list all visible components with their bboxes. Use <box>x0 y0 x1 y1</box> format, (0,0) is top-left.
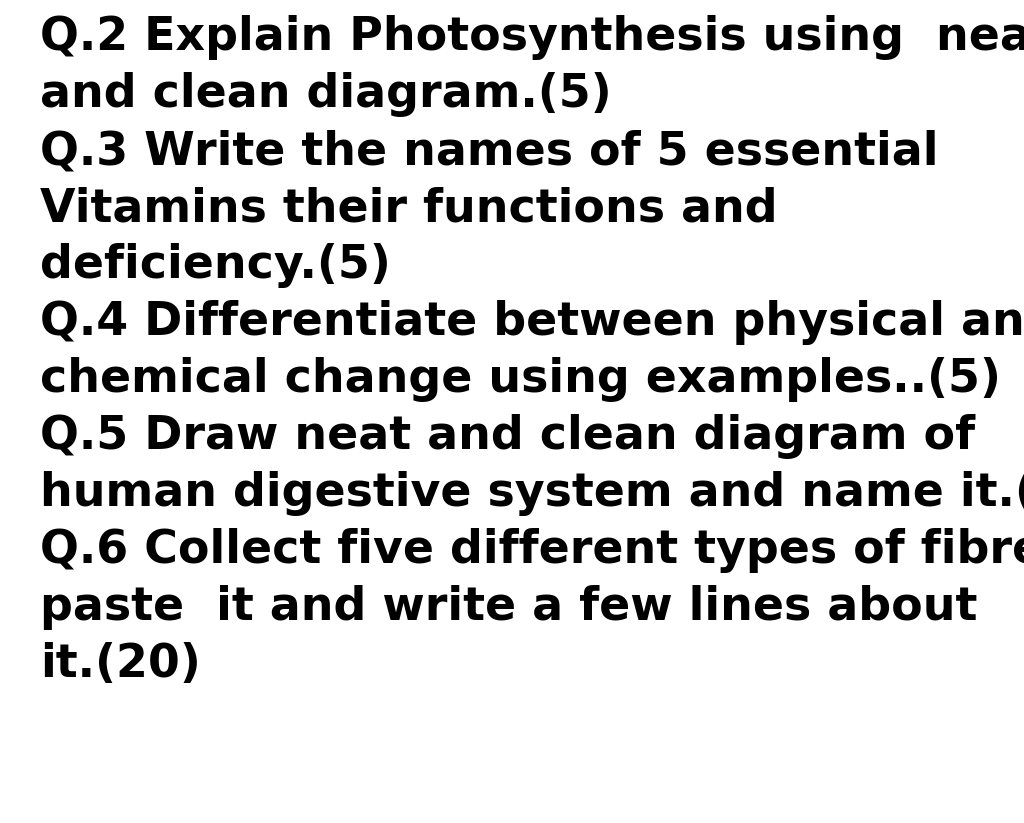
Text: Q.2 Explain Photosynthesis using  neat: Q.2 Explain Photosynthesis using neat <box>40 15 1024 60</box>
Text: deficiency.(5): deficiency.(5) <box>40 243 391 288</box>
Text: human digestive system and name it.(5): human digestive system and name it.(5) <box>40 471 1024 516</box>
Text: Q.4 Differentiate between physical and: Q.4 Differentiate between physical and <box>40 300 1024 345</box>
Text: Q.3 Write the names of 5 essential: Q.3 Write the names of 5 essential <box>40 129 939 174</box>
Text: Q.6 Collect five different types of fibres,: Q.6 Collect five different types of fibr… <box>40 528 1024 573</box>
Text: chemical change using examples..(5): chemical change using examples..(5) <box>40 357 1001 402</box>
Text: Vitamins their functions and: Vitamins their functions and <box>40 186 777 231</box>
Text: paste  it and write a few lines about: paste it and write a few lines about <box>40 585 977 630</box>
Text: Q.5 Draw neat and clean diagram of: Q.5 Draw neat and clean diagram of <box>40 414 975 459</box>
Text: and clean diagram.(5): and clean diagram.(5) <box>40 72 611 117</box>
Text: it.(20): it.(20) <box>40 642 201 687</box>
